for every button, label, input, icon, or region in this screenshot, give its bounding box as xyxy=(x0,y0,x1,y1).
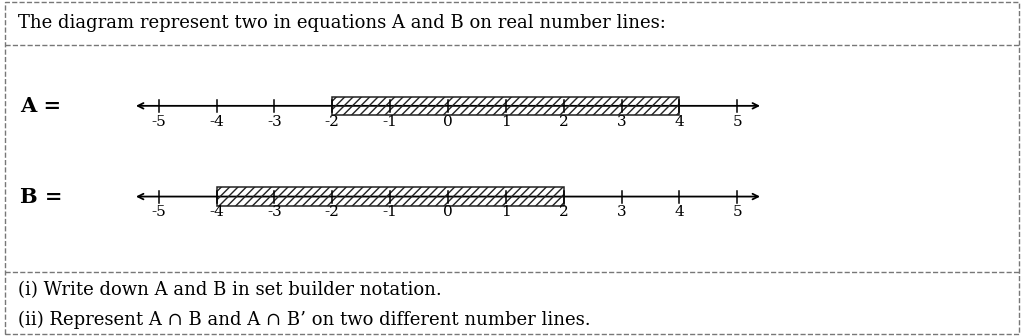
Text: -4: -4 xyxy=(209,205,224,219)
Text: -5: -5 xyxy=(152,205,166,219)
Text: -1: -1 xyxy=(383,115,397,129)
Bar xyxy=(217,187,563,206)
Text: 0: 0 xyxy=(443,205,453,219)
Text: 5: 5 xyxy=(732,205,742,219)
Text: 3: 3 xyxy=(616,115,627,129)
Text: -3: -3 xyxy=(267,205,282,219)
Bar xyxy=(332,97,680,115)
Text: The diagram represent two in equations A and B on real number lines:: The diagram represent two in equations A… xyxy=(18,14,667,32)
Text: 1: 1 xyxy=(501,205,511,219)
Text: (ii) Represent A ∩ B and A ∩ B’ on two different number lines.: (ii) Represent A ∩ B and A ∩ B’ on two d… xyxy=(18,311,591,329)
Text: B =: B = xyxy=(20,186,63,207)
Text: -5: -5 xyxy=(152,115,166,129)
Text: 2: 2 xyxy=(559,115,568,129)
Text: 4: 4 xyxy=(675,205,684,219)
Text: 3: 3 xyxy=(616,205,627,219)
Text: A =: A = xyxy=(20,96,61,116)
Text: -2: -2 xyxy=(325,115,340,129)
Text: 0: 0 xyxy=(443,115,453,129)
Text: -3: -3 xyxy=(267,115,282,129)
Text: -4: -4 xyxy=(209,115,224,129)
Text: 2: 2 xyxy=(559,205,568,219)
Text: 1: 1 xyxy=(501,115,511,129)
Text: 5: 5 xyxy=(732,115,742,129)
Text: -2: -2 xyxy=(325,205,340,219)
Text: (i) Write down A and B in set builder notation.: (i) Write down A and B in set builder no… xyxy=(18,281,442,299)
Text: 4: 4 xyxy=(675,115,684,129)
Text: -1: -1 xyxy=(383,205,397,219)
